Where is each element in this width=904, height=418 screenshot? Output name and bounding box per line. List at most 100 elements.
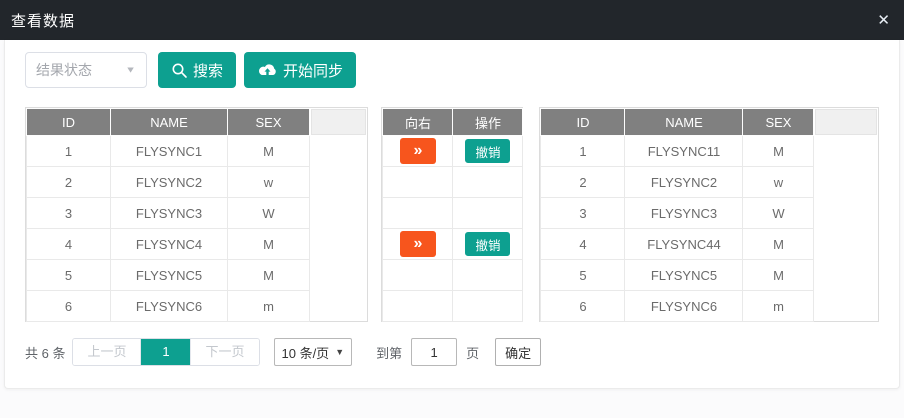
table-row: [382, 259, 524, 291]
cell-action: [382, 290, 454, 322]
pagination-bar: 共 6 条 上一页 1 下一页 10 条/页 ▼ 到第 页 确定: [5, 338, 899, 366]
table-row: 1 FLYSYNC11 M: [540, 135, 815, 167]
cell-sex: W: [227, 197, 310, 229]
undo-button[interactable]: 撤销: [465, 139, 511, 163]
cell-sex: m: [227, 290, 310, 322]
status-filter-select[interactable]: 结果状态 ▼: [25, 52, 147, 88]
cell-action: »: [382, 228, 454, 260]
cell-name: FLYSYNC6: [624, 290, 744, 322]
next-page-button[interactable]: 下一页: [190, 339, 259, 365]
cell-name: FLYSYNC5: [624, 259, 744, 291]
cell-id: 1: [540, 135, 626, 167]
table-row: 5 FLYSYNC5 M: [540, 259, 815, 291]
filler-body-cell: [814, 135, 878, 321]
target-table: ID NAME SEX 1 FLYSYNC11 M 2 FLYSYNC2 w 3 FLYSYN…: [539, 107, 879, 322]
cell-sex: M: [742, 228, 815, 260]
cell-name: FLYSYNC6: [110, 290, 228, 322]
current-page-button[interactable]: 1: [140, 339, 191, 365]
cell-action: 撤销: [452, 135, 524, 167]
column-header-sex: SEX: [227, 108, 310, 136]
cell-sex: M: [227, 135, 310, 167]
chevron-down-icon: ▼: [125, 65, 136, 75]
cell-name: FLYSYNC2: [110, 166, 228, 198]
filler-header-cell: [311, 109, 367, 135]
target-data-table: ID NAME SEX 1 FLYSYNC11 M 2 FLYSYNC2 w 3 FLYSYN…: [540, 108, 815, 322]
cell-sex: M: [227, 228, 310, 260]
close-icon[interactable]: ✕: [877, 11, 890, 29]
start-sync-button-label: 开始同步: [283, 62, 344, 80]
cell-action: [382, 166, 454, 198]
pager-button-group: 上一页 1 下一页: [72, 338, 260, 366]
move-right-button[interactable]: »: [399, 231, 436, 257]
search-icon: [172, 63, 187, 78]
cell-sex: m: [742, 290, 815, 322]
cell-action: [452, 290, 524, 322]
cell-sex: M: [742, 259, 815, 291]
cloud-upload-icon: [259, 64, 276, 75]
cell-action: [452, 197, 524, 229]
cell-action: »: [382, 135, 454, 167]
cell-id: 5: [540, 259, 626, 291]
cell-name: FLYSYNC3: [110, 197, 228, 229]
cell-id: 4: [26, 228, 111, 260]
table-row: [382, 197, 524, 229]
cell-action: [382, 197, 454, 229]
search-button-label: 搜索: [193, 62, 224, 80]
cell-id: 3: [26, 197, 111, 229]
column-header-name: NAME: [110, 108, 228, 136]
cell-sex: W: [742, 197, 815, 229]
filler-header-cell: [815, 109, 877, 135]
cell-id: 2: [26, 166, 111, 198]
search-button[interactable]: 搜索: [158, 52, 237, 88]
undo-button[interactable]: 撤销: [465, 232, 511, 256]
table-row: 2 FLYSYNC2 w: [26, 166, 310, 198]
table-row: 4 FLYSYNC44 M: [540, 228, 815, 260]
actions-data-table: 向右 操作 » 撤销 » 撤销: [382, 108, 524, 322]
dialog-body: 结果状态 ▼ 搜索 开始同步 ID NAME SE: [4, 40, 900, 389]
cell-action: [452, 259, 524, 291]
table-row: [382, 290, 524, 322]
source-table-body: 1 FLYSYNC1 M 2 FLYSYNC2 w 3 FLYSYNC3 W 4 FLYSYNC4 M…: [26, 135, 310, 322]
column-header-id: ID: [540, 108, 626, 136]
cell-name: FLYSYNC1: [110, 135, 228, 167]
prev-page-button[interactable]: 上一页: [73, 339, 141, 365]
cell-name: FLYSYNC5: [110, 259, 228, 291]
cell-id: 4: [540, 228, 626, 260]
filler-body-cell: [310, 135, 368, 321]
page-size-select[interactable]: 10 条/页 ▼: [273, 338, 353, 366]
cell-sex: w: [742, 166, 815, 198]
dialog-title: 查看数据: [11, 12, 76, 30]
total-count-label: 共 6 条: [25, 345, 66, 361]
cell-id: 2: [540, 166, 626, 198]
cell-name: FLYSYNC3: [624, 197, 744, 229]
column-header-name: NAME: [624, 108, 744, 136]
cell-sex: M: [742, 135, 815, 167]
cell-action: [452, 166, 524, 198]
actions-table: 向右 操作 » 撤销 » 撤销: [381, 107, 524, 322]
move-right-button[interactable]: »: [399, 138, 436, 164]
column-header-move-right: 向右: [382, 108, 454, 136]
status-filter-value: 结果状态: [36, 62, 92, 78]
target-table-body: 1 FLYSYNC11 M 2 FLYSYNC2 w 3 FLYSYNC3 W 4 FLYSYNC4…: [540, 135, 815, 322]
start-sync-button[interactable]: 开始同步: [244, 52, 357, 88]
cell-id: 6: [26, 290, 111, 322]
page-unit-label: 页: [466, 345, 480, 361]
dialog-titlebar: 查看数据 ✕: [0, 0, 904, 40]
goto-page-input[interactable]: [411, 338, 458, 366]
source-header-row: ID NAME SEX: [26, 108, 310, 136]
cell-name: FLYSYNC44: [624, 228, 744, 260]
source-table: ID NAME SEX 1 FLYSYNC1 M 2 FLYSYNC2 w 3 FLYSYNC…: [25, 107, 369, 322]
cell-sex: M: [227, 259, 310, 291]
source-data-table: ID NAME SEX 1 FLYSYNC1 M 2 FLYSYNC2 w 3 FLYSYNC…: [26, 108, 310, 322]
actions-table-body: » 撤销 » 撤销: [382, 135, 524, 322]
confirm-button[interactable]: 确定: [495, 338, 542, 366]
column-header-sex: SEX: [742, 108, 815, 136]
target-header-row: ID NAME SEX: [540, 108, 815, 136]
source-table-filler: [310, 108, 368, 321]
goto-page-label: 到第: [376, 345, 403, 361]
table-row: » 撤销: [382, 135, 524, 167]
cell-name: FLYSYNC2: [624, 166, 744, 198]
cell-id: 1: [26, 135, 111, 167]
toolbar: 结果状态 ▼ 搜索 开始同步: [5, 40, 899, 88]
column-header-operation: 操作: [452, 108, 524, 136]
